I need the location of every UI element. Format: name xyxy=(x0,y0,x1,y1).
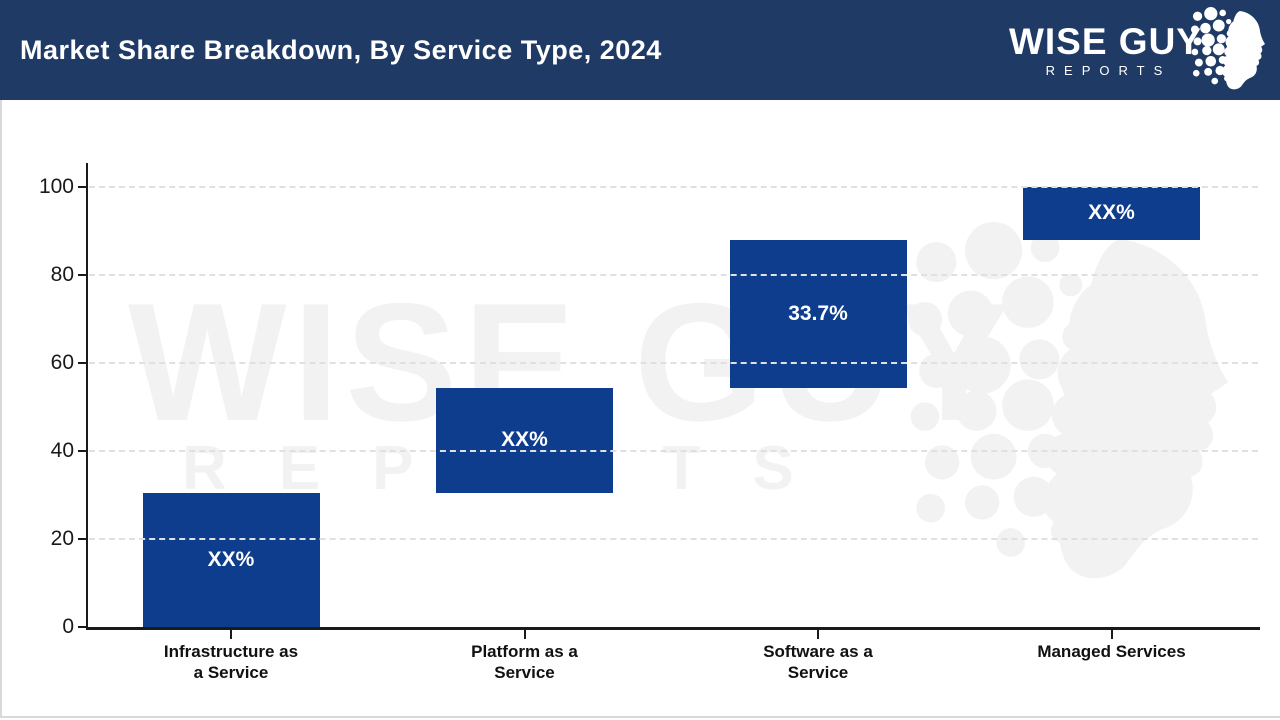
x-tick-mark xyxy=(1110,630,1113,639)
face-dots-watermark-icon xyxy=(907,222,1229,579)
x-category-label: Platform as a Service xyxy=(471,642,578,682)
brand-logo: WISE GUY REPORTS xyxy=(1009,7,1274,93)
y-tick-mark xyxy=(78,626,88,628)
y-tick-label: 20 xyxy=(50,527,74,550)
bar-3: 33.7% xyxy=(729,239,907,389)
bar-2: XX% xyxy=(436,388,613,493)
bar-value-label: 33.7% xyxy=(788,301,848,325)
y-tick-mark xyxy=(78,450,88,452)
page-border-left xyxy=(0,100,2,717)
y-tick-mark xyxy=(78,186,88,188)
y-axis-line xyxy=(86,163,88,629)
x-category-label: Managed Services xyxy=(1037,642,1186,661)
brand-wordmark: WISE GUY REPORTS xyxy=(1009,23,1202,78)
y-tick-label: 40 xyxy=(50,439,74,462)
x-category-label: Infrastructure as a Service xyxy=(163,642,299,682)
y-tick-mark xyxy=(78,362,88,364)
bar-value-label: XX% xyxy=(501,428,548,452)
bar-4: XX% xyxy=(1023,187,1200,240)
bar-1: XX% xyxy=(142,492,320,627)
y-tick-label: 0 xyxy=(62,615,74,638)
y-tick-mark xyxy=(78,538,88,540)
gridline-60 xyxy=(89,362,1258,364)
x-category-label: Software as a Service xyxy=(763,642,873,682)
x-tick-mark xyxy=(230,630,232,639)
page-border-bottom xyxy=(0,716,1280,718)
gridline-100 xyxy=(89,186,1258,188)
y-tick-label: 100 xyxy=(38,175,74,198)
x-tick-mark xyxy=(817,630,819,639)
header: Market Share Breakdown, By Service Type,… xyxy=(0,0,1280,100)
y-tick-label: 60 xyxy=(50,351,74,374)
gridline-40 xyxy=(89,450,1258,452)
x-tick-mark xyxy=(523,630,526,639)
brand-subname: REPORTS xyxy=(1045,62,1172,78)
bar-value-label: XX% xyxy=(207,547,255,571)
y-tick-mark xyxy=(78,274,88,276)
bar-value-label: XX% xyxy=(1088,201,1135,225)
gridline-20 xyxy=(89,538,1258,540)
x-axis-line xyxy=(86,627,1260,630)
brand-name: WISE GUY xyxy=(1008,20,1202,62)
y-tick-label: 80 xyxy=(50,263,74,286)
gridline-80 xyxy=(89,274,1258,276)
face-dots-logo-icon xyxy=(1190,7,1266,90)
chart-title: Market Share Breakdown, By Service Type,… xyxy=(20,34,662,65)
